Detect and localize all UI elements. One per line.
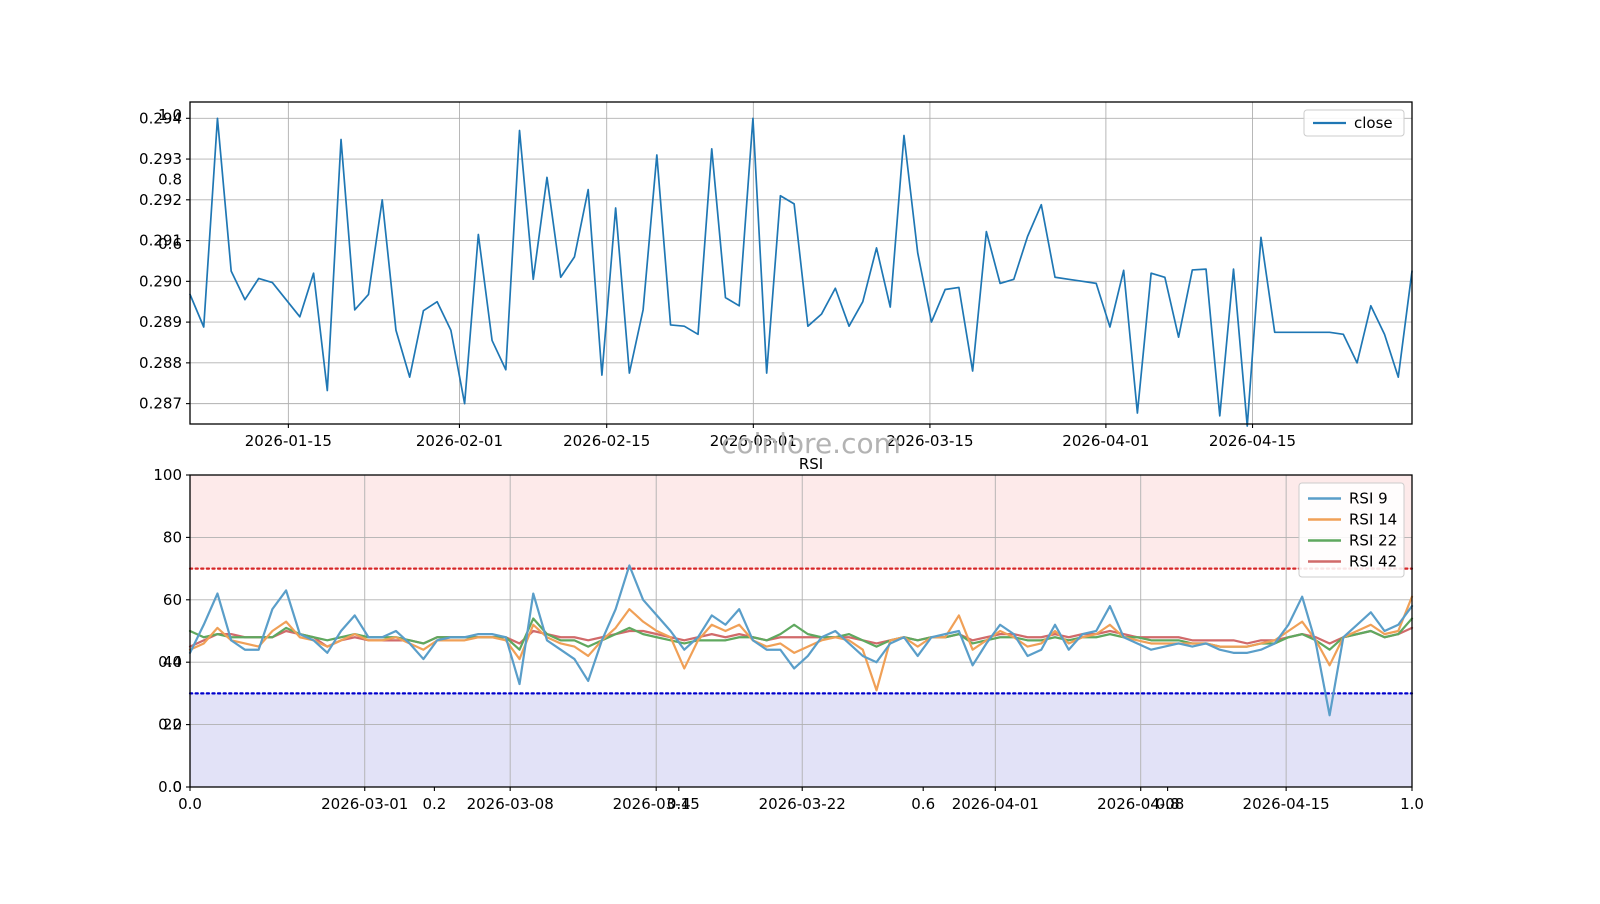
price-y-overlay-tick-label: 0.6	[158, 235, 182, 253]
price-legend-label-close: close	[1354, 114, 1393, 132]
rsi-x-tick-label: 2026-04-08	[1097, 795, 1184, 813]
rsi-x-overlay-tick-label: 0.0	[178, 795, 202, 813]
price-x-tick-label: 2026-03-15	[886, 432, 973, 450]
price-x-tick-label: 2026-01-15	[245, 432, 332, 450]
rsi-y-tick-label: 100	[153, 466, 182, 484]
rsi-x-overlay-tick-label: 0.2	[422, 795, 446, 813]
price-x-tick-label: 2026-04-15	[1209, 432, 1296, 450]
rsi-x-tick-label: 2026-03-22	[759, 795, 846, 813]
price-y-tick-label: 0.287	[139, 395, 182, 413]
rsi-x-tick-label: 2026-03-15	[613, 795, 700, 813]
rsi-y-tick-label: 20	[163, 716, 182, 734]
rsi-y-tick-label: 80	[163, 528, 182, 546]
rsi-legend[interactable]: RSI 9 RSI 14 RSI 22 RSI 42	[1298, 482, 1405, 578]
price-panel: 0.287 0.288 0.289 0.290 0.291 0.292 0.293 0.294…	[139, 101, 1413, 450]
price-y-tick-label: 0.291	[139, 232, 182, 250]
price-axes-frame	[189, 101, 1413, 425]
price-x-tick-label: 2026-02-01	[416, 432, 503, 450]
price-x-tick-label: 2026-04-01	[1062, 432, 1149, 450]
price-y-overlay-tick-label: 0.8	[158, 170, 182, 188]
rsi-oversold-band	[190, 693, 1412, 787]
rsi-x-overlay-tick-label: 0.4	[667, 795, 691, 813]
rsi-legend-label-rsi-42: RSI 42	[1349, 553, 1397, 571]
rsi-y-overlay-tick-label: 0.0	[158, 778, 182, 796]
price-legend[interactable]: close	[1303, 109, 1405, 137]
price-y-tick-label: 0.292	[139, 191, 182, 209]
rsi-x-overlay-tick-label: 0.8	[1156, 795, 1180, 813]
price-y-tick-label: 0.288	[139, 354, 182, 372]
rsi-axes-frame	[189, 474, 1413, 788]
rsi-y-tick-label: 0	[172, 778, 182, 796]
price-y-tick-label: 0.293	[139, 150, 182, 168]
rsi-legend-label-rsi-9: RSI 9	[1349, 490, 1388, 508]
rsi-x-overlay-tick-label: 0.6	[911, 795, 935, 813]
rsi-x-tick-label: 2026-04-15	[1243, 795, 1330, 813]
price-y-overlay-tick-label: 1.0	[158, 106, 182, 124]
rsi-x-tick-label: 2026-04-01	[952, 795, 1039, 813]
price-y-tick-label: 0.290	[139, 272, 182, 290]
price-y-tick-label: 0.294	[139, 109, 182, 127]
rsi-line-rsi-9	[188, 564, 1414, 717]
rsi-panel-title: RSI	[799, 455, 823, 473]
price-x-tick-label: 2026-03-01	[710, 432, 797, 450]
price-close-line	[189, 117, 1413, 427]
rsi-y-overlay-tick-label: 0.2	[158, 716, 182, 734]
rsi-panel: 0 20 40 60 80 100 0.0 0.2 0.4 2026-03-01 2026-03-0…	[153, 466, 1424, 813]
price-x-tick-label: 2026-02-15	[563, 432, 650, 450]
rsi-x-tick-label: 2026-03-08	[467, 795, 554, 813]
rsi-line-rsi-42	[188, 626, 1414, 648]
rsi-y-tick-label: 40	[163, 653, 182, 671]
rsi-legend-label-rsi-22: RSI 22	[1349, 532, 1397, 550]
rsi-x-tick-label: 2026-03-01	[321, 795, 408, 813]
rsi-x-overlay-tick-label: 1.0	[1400, 795, 1424, 813]
rsi-legend-label-rsi-14: RSI 14	[1349, 511, 1397, 529]
price-legend-background	[1303, 109, 1405, 137]
rsi-y-tick-label: 60	[163, 591, 182, 609]
watermark-coinlore: coinlore.com	[721, 427, 901, 460]
price-y-tick-label: 0.289	[139, 313, 182, 331]
rsi-legend-background	[1298, 482, 1405, 578]
rsi-overbought-band	[190, 475, 1412, 569]
rsi-y-overlay-tick-label: 0.4	[158, 653, 182, 671]
